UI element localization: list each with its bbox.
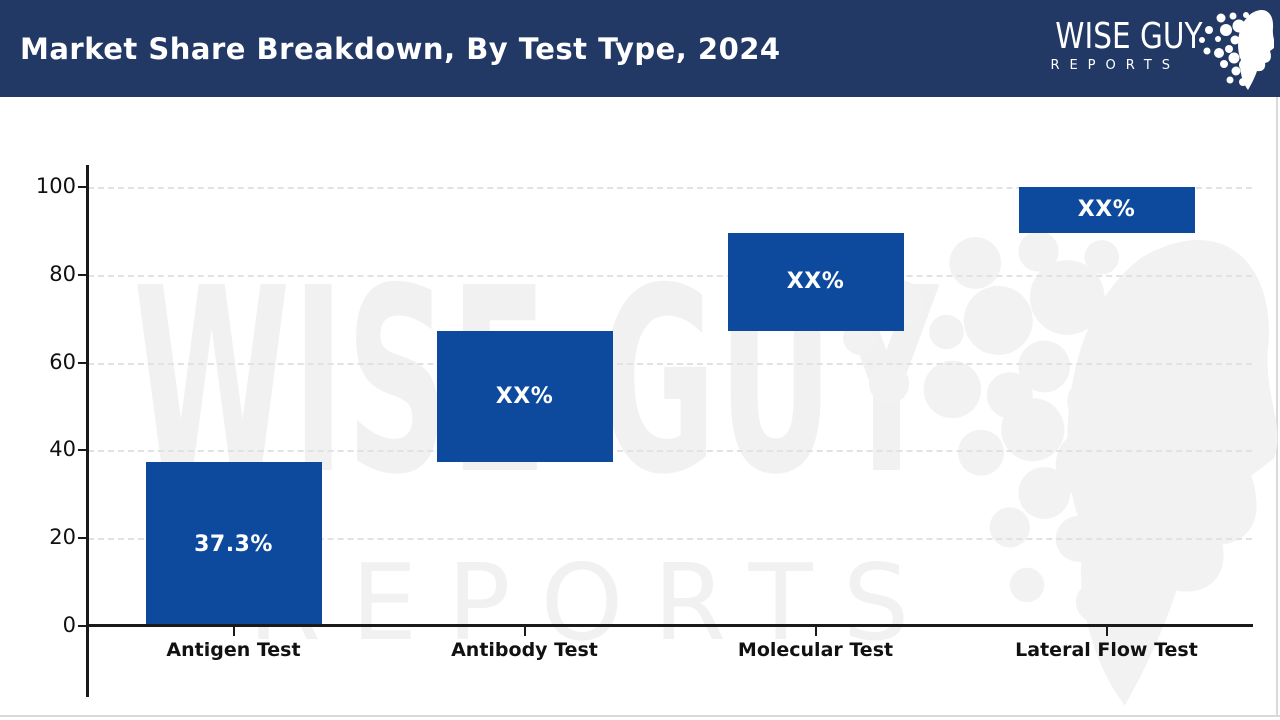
wise-guy-reports-logo: WISE GUY REPORTS <box>1008 4 1274 94</box>
bar-antibody-test: XX% <box>436 331 613 463</box>
right-border-line <box>1276 97 1278 717</box>
x-tick-3 <box>1105 627 1108 636</box>
y-tick-label-20: 20 <box>49 525 76 550</box>
logo-wordmark-line2: REPORTS <box>1050 58 1181 73</box>
watermark-subtitle: REPORTS <box>248 542 940 664</box>
y-tick-label-40: 40 <box>49 437 76 462</box>
bar-value-label: 37.3% <box>194 531 273 557</box>
y-tick-label-0: 0 <box>62 613 76 637</box>
logo-wordmark-line1: WISE GUY <box>1054 16 1202 57</box>
bar-value-label: XX% <box>786 269 845 295</box>
x-category-label-antigen-test: Antigen Test <box>166 639 301 661</box>
x-axis-spine <box>86 624 1253 627</box>
y-tick-0 <box>78 625 87 627</box>
x-category-label-antibody-test: Antibody Test <box>451 639 598 661</box>
y-tick-label-60: 60 <box>49 349 76 374</box>
gridline-60 <box>88 362 1252 365</box>
y-axis-spine <box>86 165 89 697</box>
bar-molecular-test: XX% <box>727 232 904 331</box>
chart-canvas: WISE GUY REPORTS <box>0 97 1280 720</box>
logo-face-icon <box>1199 10 1274 90</box>
header-bar: Market Share Breakdown, By Test Type, 20… <box>0 0 1280 97</box>
y-tick-40 <box>78 449 87 452</box>
bar-value-label: XX% <box>1077 197 1136 223</box>
bottom-border-line <box>0 715 1280 717</box>
plot-area: 37.3% XX% XX% XX% <box>88 187 1252 626</box>
page-title: Market Share Breakdown, By Test Type, 20… <box>20 31 781 66</box>
x-category-label-molecular-test: Molecular Test <box>737 639 894 661</box>
gridline-100 <box>88 187 1252 189</box>
bar-antigen-test: 37.3% <box>145 462 322 626</box>
gridline-40 <box>88 450 1252 453</box>
y-tick-60 <box>78 361 87 364</box>
y-tick-label-100: 100 <box>35 174 76 198</box>
gridline-20 <box>88 538 1252 541</box>
bar-lateral-flow-test: XX% <box>1018 187 1195 233</box>
bar-value-label: XX% <box>495 384 554 410</box>
y-tick-80 <box>78 273 87 276</box>
x-tick-0 <box>232 627 235 636</box>
gridline-80 <box>88 274 1252 277</box>
x-tick-2 <box>814 627 817 636</box>
watermark-face-icon <box>843 231 1278 706</box>
y-tick-label-80: 80 <box>49 261 76 286</box>
x-tick-1 <box>523 627 526 636</box>
y-tick-100 <box>78 186 87 188</box>
y-tick-20 <box>78 537 87 540</box>
x-category-label-lateral-flow-test: Lateral Flow Test <box>1015 639 1198 661</box>
logo-wordmark: WISE GUY REPORTS <box>1023 16 1202 74</box>
